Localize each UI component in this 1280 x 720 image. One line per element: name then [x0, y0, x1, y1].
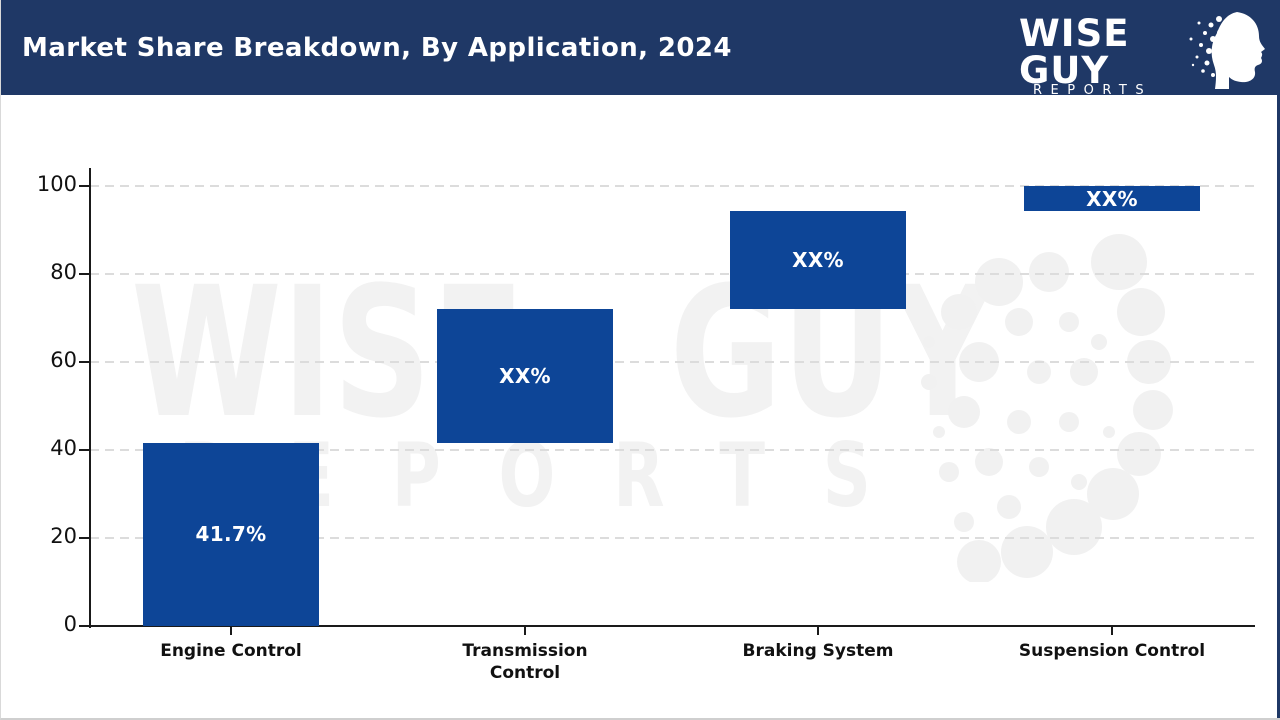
bar-value-label: XX% — [499, 363, 551, 388]
right-border-strip — [1277, 0, 1280, 718]
x-category-label: Braking System — [742, 641, 894, 661]
y-tick-40 — [79, 449, 90, 451]
y-tick-label-40: 40 — [50, 436, 77, 460]
y-tick-label-0: 0 — [63, 612, 77, 636]
y-tick-100 — [79, 185, 90, 187]
y-tick-60 — [79, 361, 90, 363]
x-tick — [524, 627, 526, 635]
page-title: Market Share Breakdown, By Application, … — [22, 32, 732, 63]
logo-subtitle: REPORTS — [1033, 83, 1153, 98]
x-tick — [230, 627, 232, 635]
y-tick-label-60: 60 — [50, 348, 77, 372]
y-tick-label-80: 80 — [50, 260, 77, 284]
bar-segment: XX% — [437, 309, 613, 443]
bar-value-label: XX% — [792, 248, 844, 273]
y-tick-0 — [79, 625, 90, 627]
logo-wordmark: WISE GUY — [1019, 12, 1130, 92]
bar-value-label: XX% — [1086, 186, 1138, 211]
y-tick-label-100: 100 — [36, 172, 77, 196]
bar-value-label: 41.7% — [195, 522, 267, 547]
x-tick — [817, 627, 819, 635]
x-category-label: Transmission Control — [462, 641, 588, 684]
gridline-100 — [90, 185, 1255, 187]
wise-guy-reports-logo: WISE GUY REPORTS — [1019, 9, 1269, 98]
watermark-head-icon — [921, 234, 1173, 582]
bar-segment: XX% — [730, 211, 906, 310]
gridline-40 — [90, 449, 1255, 451]
y-tick-20 — [79, 537, 90, 539]
logo-head-icon — [1189, 12, 1265, 89]
gridline-60 — [90, 361, 1255, 363]
x-tick — [1111, 627, 1113, 635]
gridline-20 — [90, 537, 1255, 539]
x-category-label: Engine Control — [160, 641, 302, 661]
y-tick-80 — [79, 273, 90, 275]
y-tick-label-20: 20 — [50, 524, 77, 548]
y-axis-spine — [89, 168, 91, 628]
bar-segment: XX% — [1024, 186, 1200, 212]
x-category-label: Suspension Control — [1018, 641, 1206, 661]
x-axis-spine — [89, 625, 1255, 627]
bar-segment: 41.7% — [143, 442, 319, 626]
gridline-80 — [90, 273, 1255, 275]
header-banner: Market Share Breakdown, By Application, … — [1, 0, 1280, 98]
